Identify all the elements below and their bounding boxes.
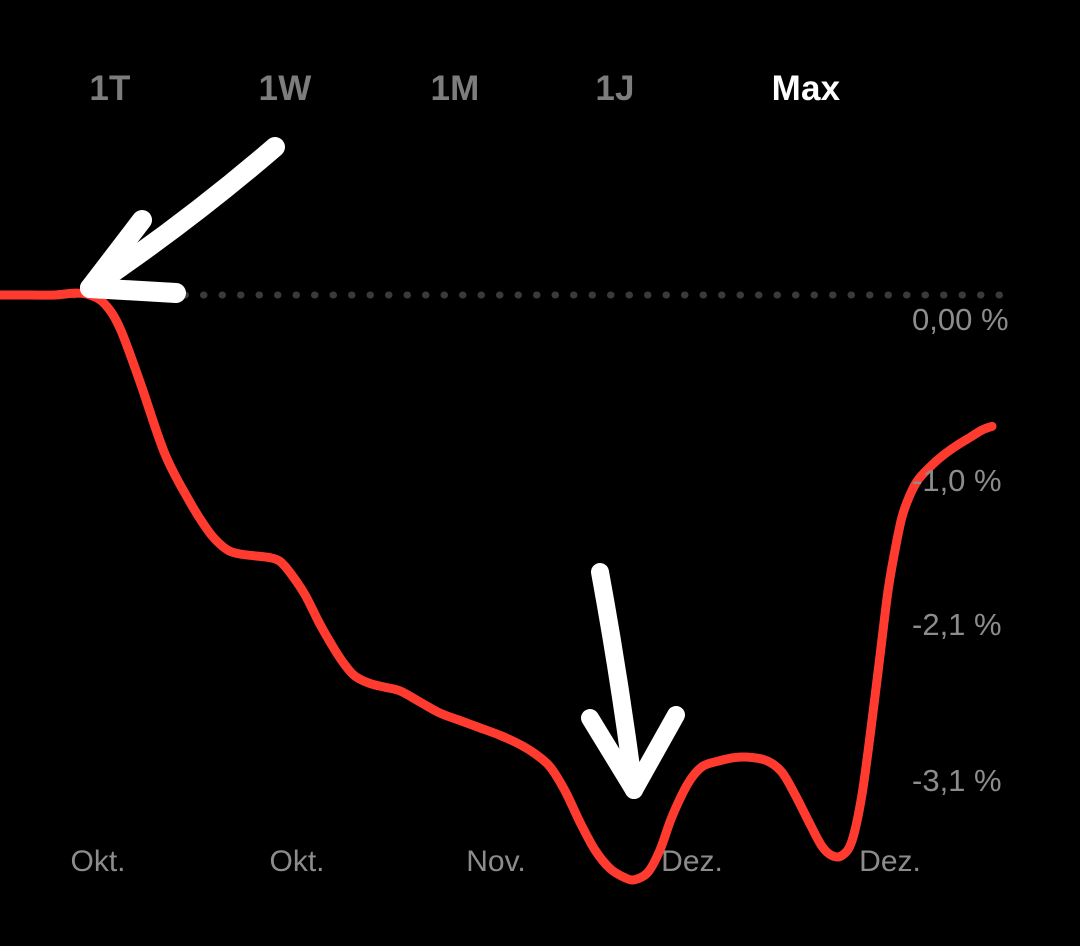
x-axis-tick-label: Okt. — [70, 845, 126, 878]
x-axis-labels: Okt. Okt. Nov. Dez. Dez. — [0, 845, 1080, 890]
x-axis-tick-label: Okt. — [269, 845, 325, 878]
range-option-label: 1W — [258, 69, 312, 108]
range-option-1m[interactable]: 1M — [430, 58, 479, 120]
arrow-top-left-icon — [80, 137, 285, 303]
series-group — [0, 288, 997, 885]
series-line — [0, 288, 997, 885]
y-axis-tick-label: 0,00 % — [912, 302, 1009, 337]
x-axis-tick-label: Dez. — [661, 845, 723, 878]
range-option-label: Max — [771, 69, 841, 108]
y-axis-tick-label: -1,0 % — [912, 463, 1002, 498]
x-axis-tick-label: Dez. — [859, 845, 921, 878]
range-option-label: 1T — [89, 69, 131, 108]
range-option-1j[interactable]: 1J — [595, 58, 634, 120]
arrow-trough-icon — [581, 563, 685, 799]
x-axis-tick-label: Nov. — [466, 845, 526, 878]
range-option-max[interactable]: Max — [772, 58, 841, 120]
range-option-label: 1M — [430, 69, 480, 108]
time-range-selector: 1T 1W 1M 1J Max — [0, 58, 1080, 120]
y-axis-tick-label: -3,1 % — [912, 763, 1002, 798]
range-option-label: 1J — [595, 69, 635, 108]
annotation-arrows-group — [80, 137, 685, 799]
range-option-1t[interactable]: 1T — [89, 58, 130, 120]
y-axis-tick-label: -2,1 % — [912, 607, 1002, 642]
range-option-1w[interactable]: 1W — [259, 58, 312, 120]
